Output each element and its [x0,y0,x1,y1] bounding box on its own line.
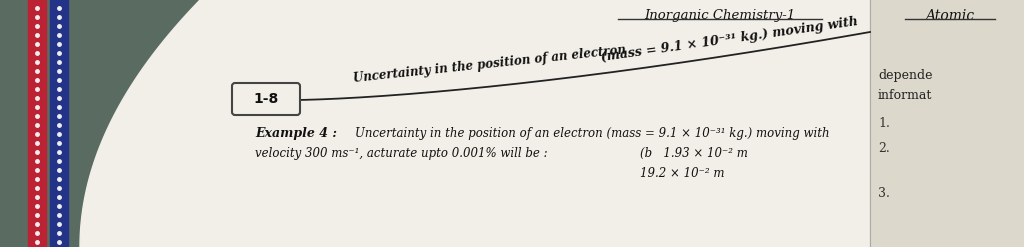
Bar [870,0,1024,247]
Text: Uncertainty in the position of an electron (mass = 9.1 × 10⁻³¹ kg.) moving with: Uncertainty in the position of an electr… [355,127,829,140]
Bar [0,0,650,247]
Bar [50,0,68,247]
Text: Example 4 :: Example 4 : [255,127,337,140]
Text: Uncertainty in the position of an electron: Uncertainty in the position of an electr… [353,43,627,85]
Bar [28,0,46,247]
Text: (mass = 9.1 × 10⁻³¹ kg.) moving with: (mass = 9.1 × 10⁻³¹ kg.) moving with [601,15,859,64]
Text: velocity 300 ms⁻¹, acturate upto 0.001% will be :: velocity 300 ms⁻¹, acturate upto 0.001% … [255,147,548,160]
Bar [366,0,372,247]
Text: 1-8: 1-8 [253,92,279,106]
Text: depende: depende [878,69,933,82]
FancyBboxPatch shape [232,83,300,115]
Text: (b   1.93 × 10⁻² m: (b 1.93 × 10⁻² m [640,147,748,160]
Text: 1.: 1. [878,117,890,130]
Text: 3.: 3. [878,187,890,200]
Text: Inorganic Chemistry-1: Inorganic Chemistry-1 [644,9,796,22]
Bar [350,0,362,247]
Text: 2.: 2. [878,142,890,155]
Polygon shape [80,0,870,247]
Text: Atomic: Atomic [926,9,975,23]
Text: 19.2 × 10⁻² m: 19.2 × 10⁻² m [640,167,725,180]
Text: informat: informat [878,89,933,102]
